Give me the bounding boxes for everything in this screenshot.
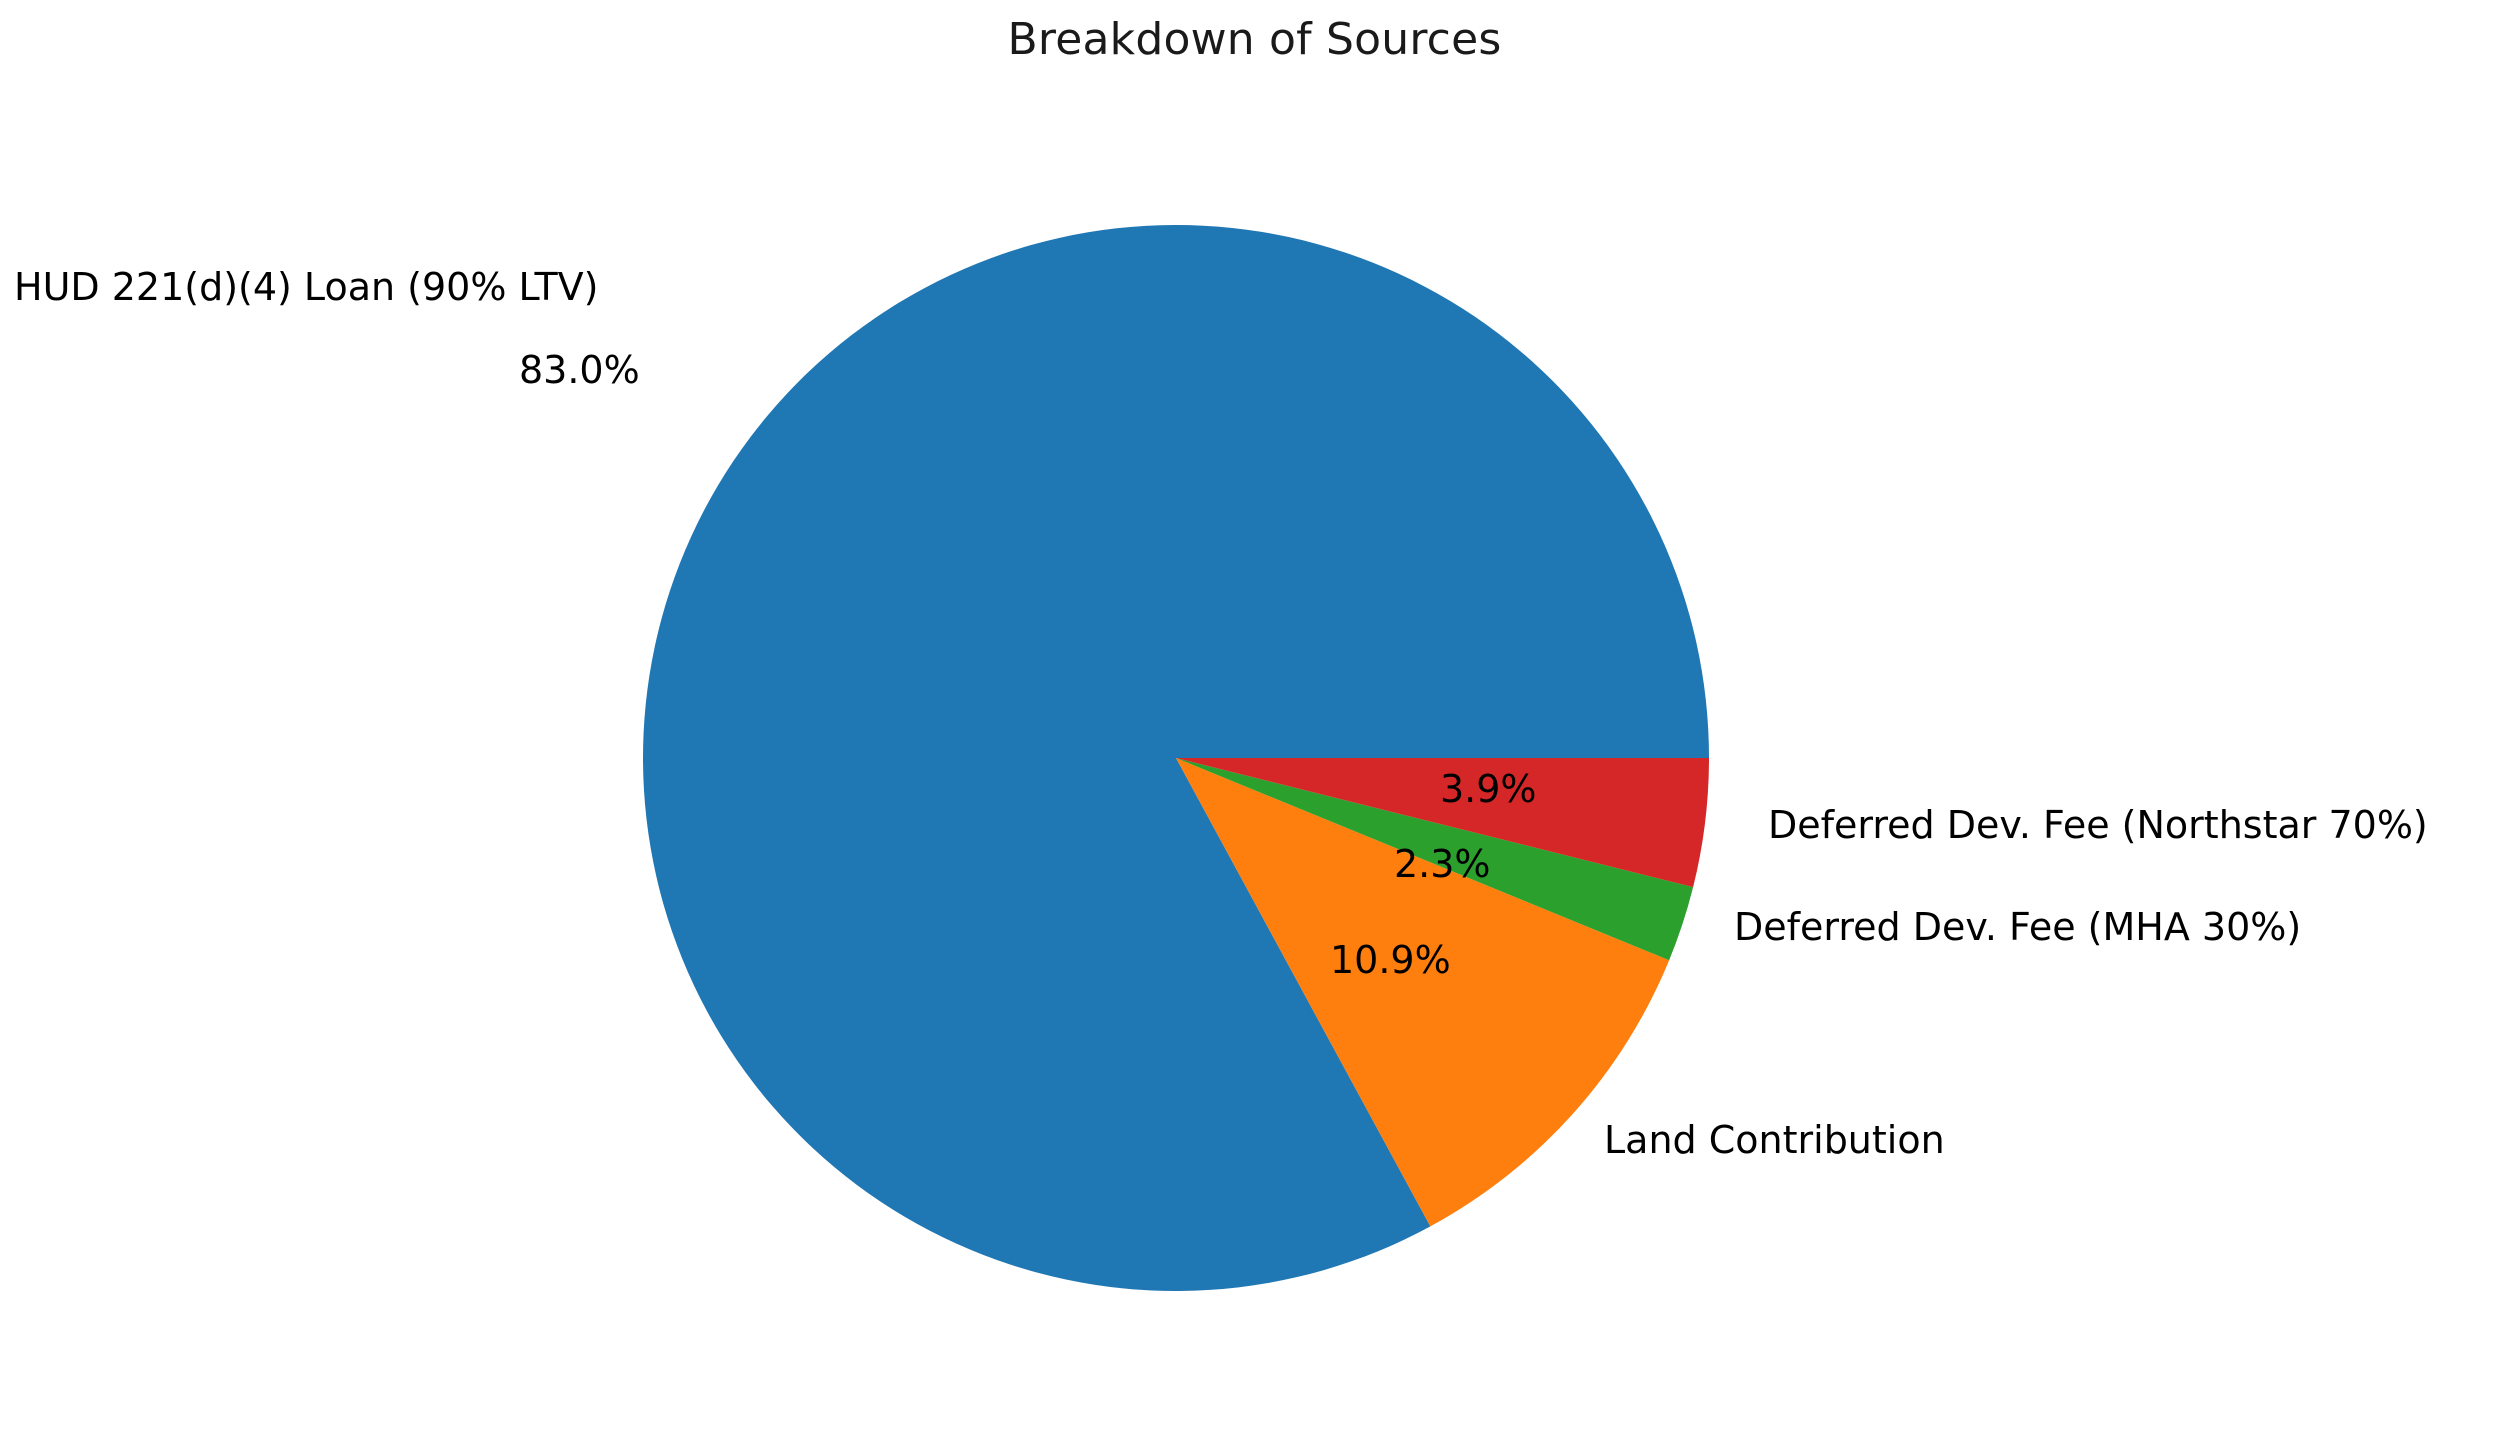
- pie-percent-hud-221-d-4-loan-90-ltv: 83.0%: [519, 348, 640, 392]
- pie-slice-deferred-dev-fee-mha-30[interactable]: [1176, 758, 1694, 961]
- pie-label-deferred-dev-fee-mha-30: Deferred Dev. Fee (MHA 30%): [1734, 905, 2302, 949]
- pie-slice-deferred-dev-fee-northstar-70[interactable]: [1176, 758, 1709, 888]
- pie-label-deferred-dev-fee-northstar-70: Deferred Dev. Fee (Northstar 70%): [1768, 803, 2428, 847]
- pie-slice-hud-221-d-4-loan-90-ltv[interactable]: [643, 224, 1710, 1291]
- pie-slice-group: [643, 224, 1710, 1291]
- pie-percent-deferred-dev-fee-northstar-70: 3.9%: [1440, 767, 1537, 811]
- pie-label-hud-221-d-4-loan-90-ltv: HUD 221(d)(4) Loan (90% LTV): [14, 265, 599, 309]
- pie-label-land-contribution: Land Contribution: [1604, 1118, 1945, 1162]
- chart-title: Breakdown of Sources: [1007, 14, 1502, 65]
- pie-percent-deferred-dev-fee-mha-30: 2.3%: [1394, 842, 1491, 886]
- pie-slice-land-contribution[interactable]: [1176, 758, 1670, 1227]
- pie-percent-land-contribution: 10.9%: [1330, 938, 1451, 982]
